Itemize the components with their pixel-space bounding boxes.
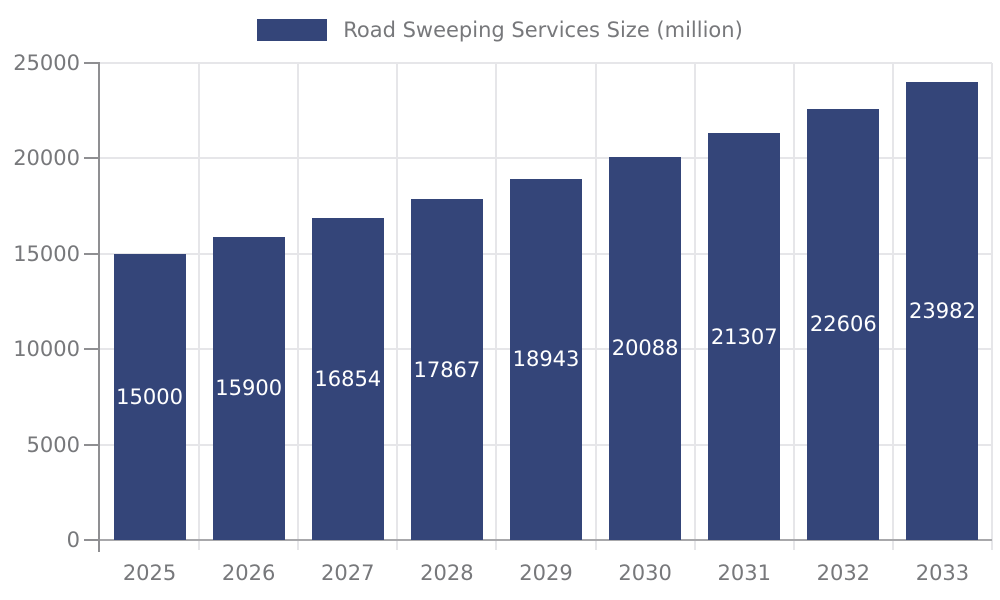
- bar-value-label: 18943: [512, 347, 580, 372]
- y-axis-tick: [84, 539, 100, 541]
- y-gridline: [100, 157, 992, 160]
- x-axis-label: 2032: [816, 561, 871, 585]
- bar: [212, 236, 285, 540]
- bar: [906, 82, 979, 540]
- legend-swatch: [257, 19, 328, 41]
- y-axis-line: [98, 63, 100, 552]
- bar-value-label: 16854: [314, 367, 382, 392]
- bar: [510, 178, 582, 540]
- x-axis-label: 2030: [618, 561, 672, 585]
- x-gridline: [297, 63, 300, 550]
- bar-value-label: 20088: [611, 336, 679, 361]
- x-gridline: [792, 63, 795, 550]
- y-axis-label: 0: [66, 528, 80, 552]
- bar: [609, 156, 682, 540]
- legend-label: Road Sweeping Services Size (million): [343, 18, 743, 42]
- y-axis-label: 10000: [13, 337, 80, 362]
- bar-value-label: 23982: [909, 299, 976, 324]
- legend: Road Sweeping Services Size (million): [0, 17, 1000, 43]
- y-gridline: [100, 62, 992, 64]
- y-axis-label: 5000: [26, 432, 80, 457]
- y-axis-label: 25000: [13, 51, 80, 75]
- x-gridline: [396, 63, 399, 550]
- bar-value-label: 15000: [116, 384, 183, 409]
- bar: [311, 218, 384, 540]
- bar-value-label: 15900: [215, 376, 283, 401]
- y-axis-tick: [84, 443, 100, 446]
- x-gridline: [891, 63, 894, 550]
- x-gridline: [495, 63, 498, 550]
- x-axis-label: 2029: [519, 561, 573, 585]
- x-gridline: [991, 63, 993, 550]
- x-axis-label: 2033: [915, 561, 970, 585]
- y-axis-tick: [84, 348, 100, 351]
- x-gridline: [594, 63, 597, 550]
- x-gridline: [693, 63, 696, 550]
- x-axis-label: 2025: [122, 561, 177, 585]
- x-gridline: [198, 63, 201, 550]
- bar: [708, 133, 781, 540]
- bar-value-label: 22606: [809, 312, 877, 337]
- x-axis-label: 2028: [420, 561, 474, 585]
- y-axis-tick: [84, 157, 100, 160]
- bar-value-label: 21307: [710, 324, 778, 349]
- bar: [113, 253, 186, 540]
- x-axis-label: 2031: [717, 561, 771, 585]
- x-axis-line: [100, 539, 992, 541]
- x-axis-label: 2026: [221, 561, 276, 585]
- y-axis-label: 15000: [13, 241, 80, 266]
- bar-value-label: 17867: [413, 357, 481, 382]
- x-axis-label: 2027: [321, 561, 375, 585]
- y-axis-label: 20000: [13, 146, 80, 171]
- bar: [807, 108, 880, 540]
- y-axis-tick: [84, 252, 100, 255]
- bar: [410, 199, 483, 540]
- y-axis-tick: [84, 62, 100, 64]
